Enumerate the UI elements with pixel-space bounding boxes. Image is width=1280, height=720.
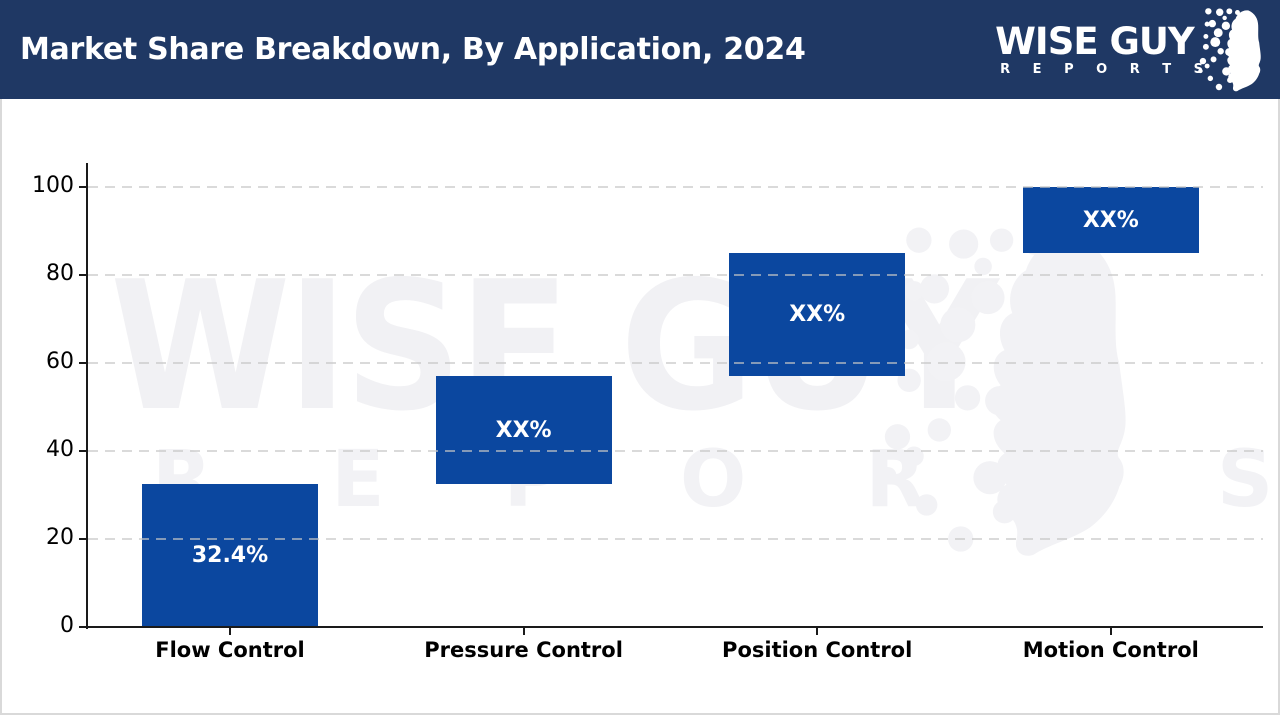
gridline: [88, 538, 1263, 540]
bar-segment: XX%: [1022, 187, 1199, 253]
y-tick-mark: [79, 362, 87, 364]
x-tick-mark: [522, 628, 525, 635]
y-tick-mark: [79, 538, 87, 540]
x-axis-line: [86, 626, 1263, 628]
bar-value-label: 32.4%: [191, 543, 269, 569]
x-category-label: Position Control: [722, 638, 913, 662]
y-tick-mark: [79, 186, 87, 188]
y-tick-mark: [79, 450, 87, 452]
gridline: [88, 274, 1263, 276]
x-category-label: Motion Control: [1022, 638, 1199, 662]
y-axis-line: [86, 163, 88, 629]
y-tick-label: 40: [46, 437, 74, 462]
x-tick-mark: [229, 628, 231, 635]
header-bar: Market Share Breakdown, By Application, …: [0, 0, 1280, 99]
bar-value-label: XX%: [789, 302, 846, 328]
x-category-label: Pressure Control: [424, 638, 623, 662]
bar-value-label: XX%: [1082, 207, 1139, 233]
y-tick-label: 20: [46, 525, 74, 550]
y-tick-label: 60: [46, 349, 74, 374]
brand-name: WISE GUY: [995, 20, 1195, 63]
y-tick-label: 0: [60, 613, 74, 638]
x-tick-mark: [816, 628, 819, 635]
bar-segment: XX%: [435, 376, 612, 485]
brand-logo: WISE GUY R E P O R T S: [995, 8, 1280, 92]
bar-segment: XX%: [729, 253, 906, 377]
x-tick-mark: [1109, 628, 1112, 635]
gridline: [88, 362, 1263, 364]
dotted-face-profile-icon: [1198, 8, 1272, 92]
brand-subtitle: R E P O R T S: [1000, 62, 1212, 77]
y-tick-mark: [79, 626, 87, 628]
gridline: [88, 186, 1263, 188]
x-category-label: Flow Control: [155, 638, 305, 662]
brand-logo-text: WISE GUY R E P O R T S: [995, 23, 1212, 76]
page-title: Market Share Breakdown, By Application, …: [20, 32, 806, 67]
y-tick-label: 80: [46, 261, 74, 286]
gridline: [88, 450, 1263, 452]
y-tick-label: 100: [32, 173, 74, 198]
bar-value-label: XX%: [495, 417, 552, 443]
bar-segment: 32.4%: [142, 484, 318, 627]
y-tick-mark: [79, 274, 87, 276]
